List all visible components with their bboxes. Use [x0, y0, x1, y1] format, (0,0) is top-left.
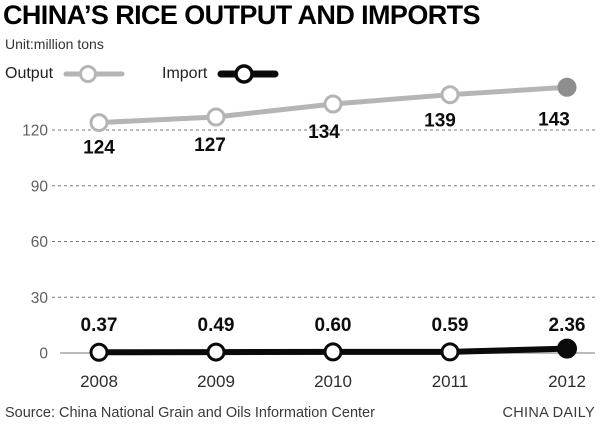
import-value-label: 0.37 [81, 315, 118, 336]
import-value-label: 0.60 [315, 315, 352, 336]
y-tick-label: 120 [22, 123, 48, 140]
x-axis-label: 2009 [197, 372, 235, 391]
y-tick-label: 60 [31, 234, 49, 251]
x-axis-label: 2008 [80, 372, 118, 391]
import-line-marker-icon [217, 64, 279, 84]
import-value-label: 0.49 [198, 315, 235, 336]
output-point [89, 113, 109, 133]
legend-output-label: Output [5, 65, 54, 82]
y-tick-label: 30 [31, 290, 49, 307]
unit-label: Unit:million tons [5, 36, 104, 52]
import-point [89, 342, 109, 362]
import-legend-circle [234, 64, 255, 84]
output-point [557, 77, 577, 97]
x-axis-label: 2011 [432, 372, 469, 391]
output-value-label: 139 [424, 111, 456, 132]
output-legend-circle [79, 65, 98, 83]
output-value-label: 143 [538, 109, 570, 130]
output-line-marker-icon [63, 65, 125, 83]
x-axis-label: 2010 [314, 372, 352, 391]
import-value-label: 0.59 [432, 315, 469, 336]
import-value-label: 2.36 [549, 315, 586, 336]
import-point [557, 338, 577, 359]
x-axis-label: 2012 [548, 372, 586, 391]
page-title: CHINA’S RICE OUTPUT AND IMPORTS [3, 0, 481, 30]
output-value-label: 134 [308, 122, 340, 143]
output-point [323, 94, 343, 114]
legend-import-label: Import [162, 65, 208, 82]
output-value-label: 127 [194, 135, 226, 156]
output-point [440, 85, 460, 105]
import-point [440, 342, 460, 362]
y-tick-label: 0 [39, 346, 48, 363]
import-point [323, 342, 343, 362]
y-tick-label: 90 [31, 178, 49, 195]
legend-item-output: Output [5, 61, 126, 87]
legend-item-import: Import [162, 61, 280, 87]
publisher-credit: CHINA DAILY [502, 405, 595, 421]
import-point [206, 342, 226, 362]
source-credit: Source: China National Grain and Oils In… [5, 405, 375, 421]
output-point [206, 107, 226, 127]
output-value-label: 124 [83, 138, 115, 159]
